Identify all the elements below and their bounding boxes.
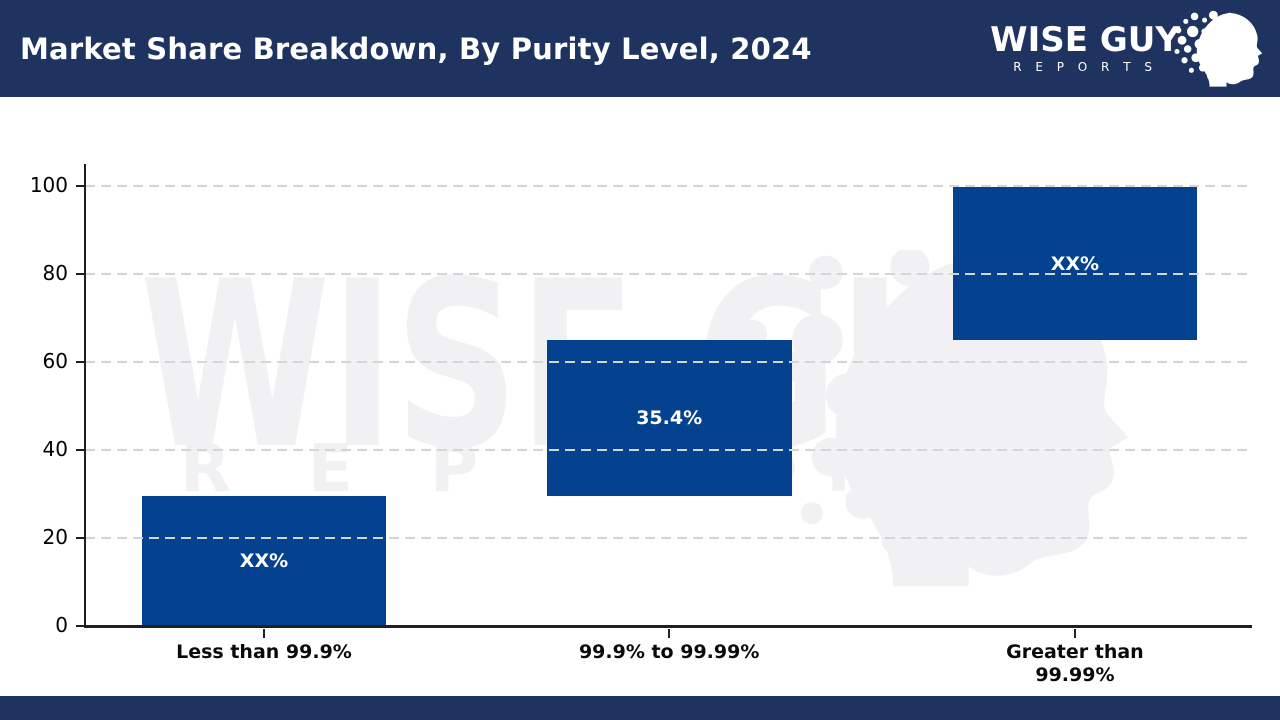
y-tick-mark bbox=[76, 449, 84, 451]
bar: XX% bbox=[141, 496, 387, 626]
x-axis-line bbox=[84, 625, 1252, 628]
page-title: Market Share Breakdown, By Purity Level,… bbox=[20, 31, 812, 66]
footer-bar bbox=[0, 696, 1280, 720]
gridline bbox=[85, 537, 1251, 539]
brand-logo: WISE GUY R E P O R T S bbox=[990, 9, 1266, 89]
x-tick-mark bbox=[1073, 629, 1076, 638]
x-tick-mark bbox=[668, 629, 671, 638]
y-axis: 0 20 40 60 80 100 bbox=[0, 173, 84, 637]
gridline bbox=[85, 449, 1251, 451]
plot-area: XX% 35.4% XX% bbox=[85, 185, 1251, 626]
y-tick-mark bbox=[76, 273, 84, 275]
gridline bbox=[85, 185, 1251, 187]
brand-name: WISE GUY bbox=[990, 20, 1180, 60]
y-tick-label: 0 bbox=[55, 613, 68, 638]
bar-label: 35.4% bbox=[636, 407, 703, 430]
gridline bbox=[85, 273, 1251, 275]
y-tick-mark bbox=[76, 625, 84, 627]
category-label: Less than 99.9% bbox=[176, 641, 352, 663]
y-tick-mark bbox=[76, 185, 84, 187]
bar-label: XX% bbox=[239, 550, 289, 573]
header-bar: Market Share Breakdown, By Purity Level,… bbox=[0, 0, 1280, 97]
y-tick-label: 60 bbox=[42, 349, 68, 374]
y-tick-label: 20 bbox=[42, 525, 68, 550]
x-axis: Less than 99.9% 99.9% to 99.99% Greater th… bbox=[85, 626, 1251, 696]
bar: 35.4% bbox=[546, 340, 792, 497]
y-tick-label: 100 bbox=[29, 173, 68, 198]
brand-wordmark: WISE GUY R E P O R T S bbox=[990, 23, 1180, 74]
bar-label: XX% bbox=[1050, 252, 1100, 275]
y-tick-mark bbox=[76, 361, 84, 363]
category-label: 99.9% to 99.99% bbox=[578, 641, 760, 663]
gridline bbox=[85, 361, 1251, 363]
brand-face-icon bbox=[1174, 10, 1263, 87]
y-tick-label: 80 bbox=[42, 261, 68, 286]
x-tick-mark bbox=[262, 629, 265, 638]
category-label: Greater than 99.99% bbox=[1006, 641, 1144, 687]
y-axis-line bbox=[84, 164, 86, 628]
y-tick-mark bbox=[76, 537, 84, 539]
bar: XX% bbox=[952, 186, 1198, 341]
y-tick-label: 40 bbox=[42, 437, 68, 462]
brand-subtitle: R E P O R T S bbox=[1013, 60, 1157, 74]
